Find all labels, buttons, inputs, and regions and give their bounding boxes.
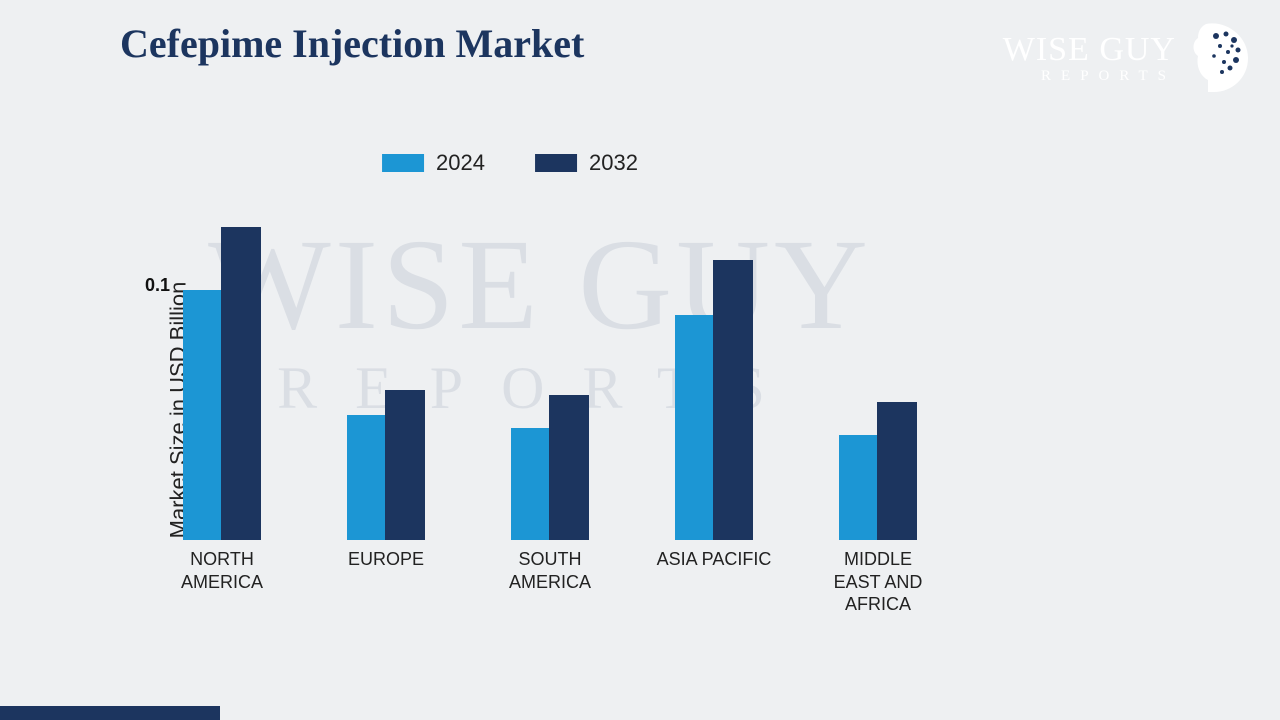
bar-groups: 0.1 [140,190,960,540]
x-axis-label: ASIA PACIFIC [654,540,774,660]
bar [839,435,879,540]
bar-group [347,390,425,540]
brand-head-icon [1186,22,1250,94]
brand-logo-text: WISE GUY REPORTS [1003,33,1176,84]
brand-logo-sub: REPORTS [1003,69,1176,84]
x-axis-labels: NORTH AMERICA EUROPE SOUTH AMERICA ASIA PAC… [140,540,960,660]
bar [877,402,917,540]
bottom-accent-bar [0,706,220,720]
page-title: Cefepime Injection Market [120,20,584,67]
legend: 2024 2032 [382,150,638,176]
legend-item-2032: 2032 [535,150,638,176]
x-axis-label: EUROPE [326,540,446,660]
legend-swatch-2032 [535,154,577,172]
plot-area: 0.1 [140,190,960,540]
bar-group [675,260,753,540]
value-label: 0.1 [145,275,170,296]
bar [183,290,223,540]
bar [713,260,753,540]
x-axis-label: MIDDLE EAST AND AFRICA [818,540,938,660]
bar [511,428,551,540]
legend-label-2024: 2024 [436,150,485,176]
bar-group [511,395,589,540]
brand-logo-main: WISE GUY [1003,33,1176,67]
legend-label-2032: 2032 [589,150,638,176]
bar-group: 0.1 [183,227,261,540]
market-chart: Market Size in USD Billion 2024 2032 0.1… [60,160,960,660]
brand-logo: WISE GUY REPORTS [1003,22,1250,94]
bar [549,395,589,540]
stage: WISE GUY REPORTS Cefepime Injection Mark… [0,0,1280,720]
bar [385,390,425,540]
x-axis-label: NORTH AMERICA [162,540,282,660]
bar [221,227,261,540]
legend-swatch-2024 [382,154,424,172]
bar [347,415,387,540]
bar [675,315,715,540]
bar-group [839,402,917,540]
x-axis-label: SOUTH AMERICA [490,540,610,660]
legend-item-2024: 2024 [382,150,485,176]
